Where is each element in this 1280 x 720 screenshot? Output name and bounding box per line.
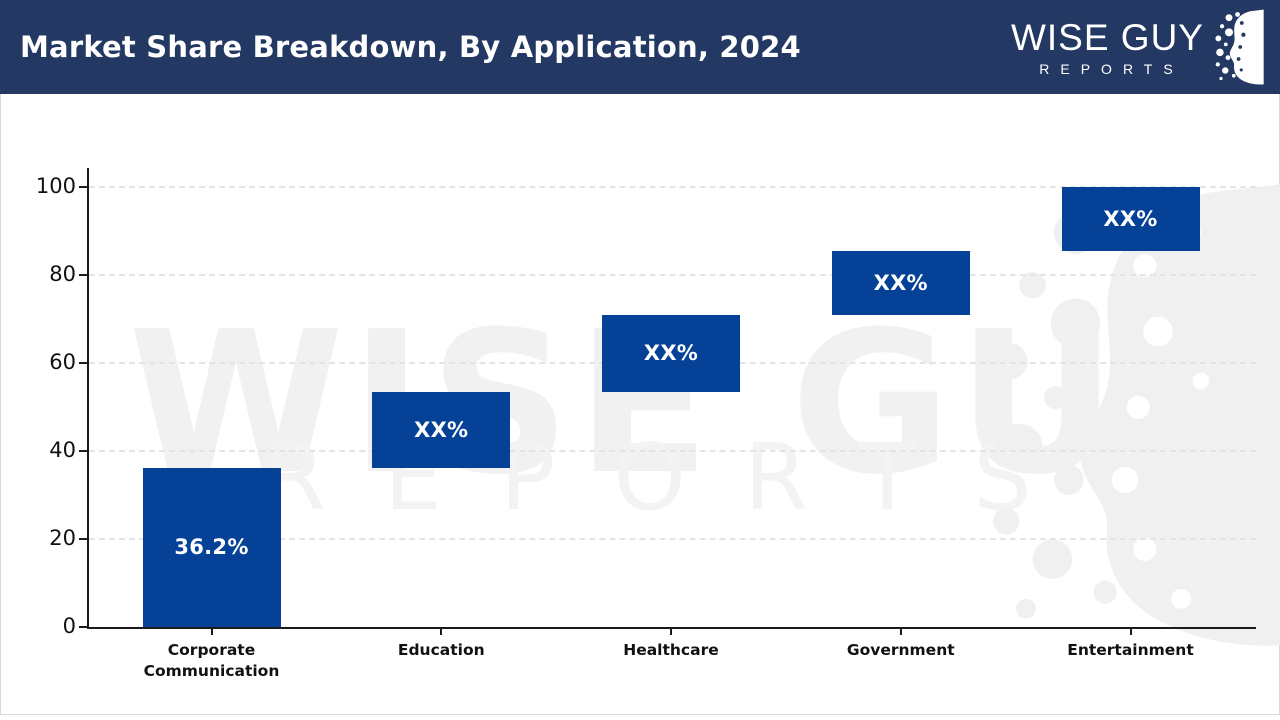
logo-face-icon	[1215, 9, 1264, 85]
bar-segment: XX%	[1061, 187, 1200, 251]
header: Market Share Breakdown, By Application, …	[0, 0, 1280, 94]
bar-segment: XX%	[831, 250, 970, 315]
gridline	[89, 538, 1256, 540]
y-tick-label: 0	[62, 614, 76, 638]
x-tick-mark	[1129, 629, 1132, 635]
x-tick-mark	[670, 629, 672, 635]
gridline	[89, 274, 1256, 276]
y-tick-label: 40	[49, 438, 76, 462]
y-tick-mark	[79, 274, 87, 276]
logo-reports-text: REPORTS	[1039, 61, 1184, 77]
y-axis-line	[87, 168, 89, 628]
category-label: Healthcare	[623, 641, 719, 659]
y-tick-label: 60	[49, 350, 76, 374]
bar-segment: 36.2%	[142, 467, 281, 627]
bar-value-label: XX%	[1103, 206, 1158, 231]
x-tick-mark	[440, 629, 443, 635]
category-label: Government	[846, 641, 955, 659]
bar-value-label: XX%	[873, 270, 928, 295]
bar-segment: XX%	[602, 314, 740, 392]
y-tick-label: 100	[35, 174, 76, 198]
y-tick-mark	[79, 362, 87, 364]
bar-value-label: 36.2%	[174, 535, 249, 560]
y-tick-label: 20	[49, 526, 76, 550]
category-label: Education	[397, 641, 485, 659]
x-tick-mark	[899, 629, 902, 635]
y-tick-label: 80	[49, 262, 76, 286]
logo-text: WISE GUY REPORTS	[1011, 17, 1204, 77]
category-label: Corporate Communication	[143, 641, 280, 680]
logo: WISE GUY REPORTS	[1011, 7, 1280, 87]
x-axis-line	[87, 627, 1256, 629]
x-tick-mark	[210, 629, 213, 635]
logo-wiseguy-text: WISE GUY	[1010, 17, 1204, 58]
y-tick-mark	[79, 450, 87, 452]
y-tick-mark	[79, 186, 87, 188]
bar-value-label: XX%	[414, 417, 469, 442]
gridline	[89, 450, 1256, 452]
bar-value-label: XX%	[643, 341, 699, 366]
y-tick-mark	[79, 538, 87, 540]
bar-segment: XX%	[372, 391, 511, 468]
page-title: Market Share Breakdown, By Application, …	[20, 30, 801, 64]
category-label: Entertainment	[1067, 641, 1194, 659]
y-tick-mark	[79, 626, 87, 628]
gridline	[89, 186, 1256, 188]
